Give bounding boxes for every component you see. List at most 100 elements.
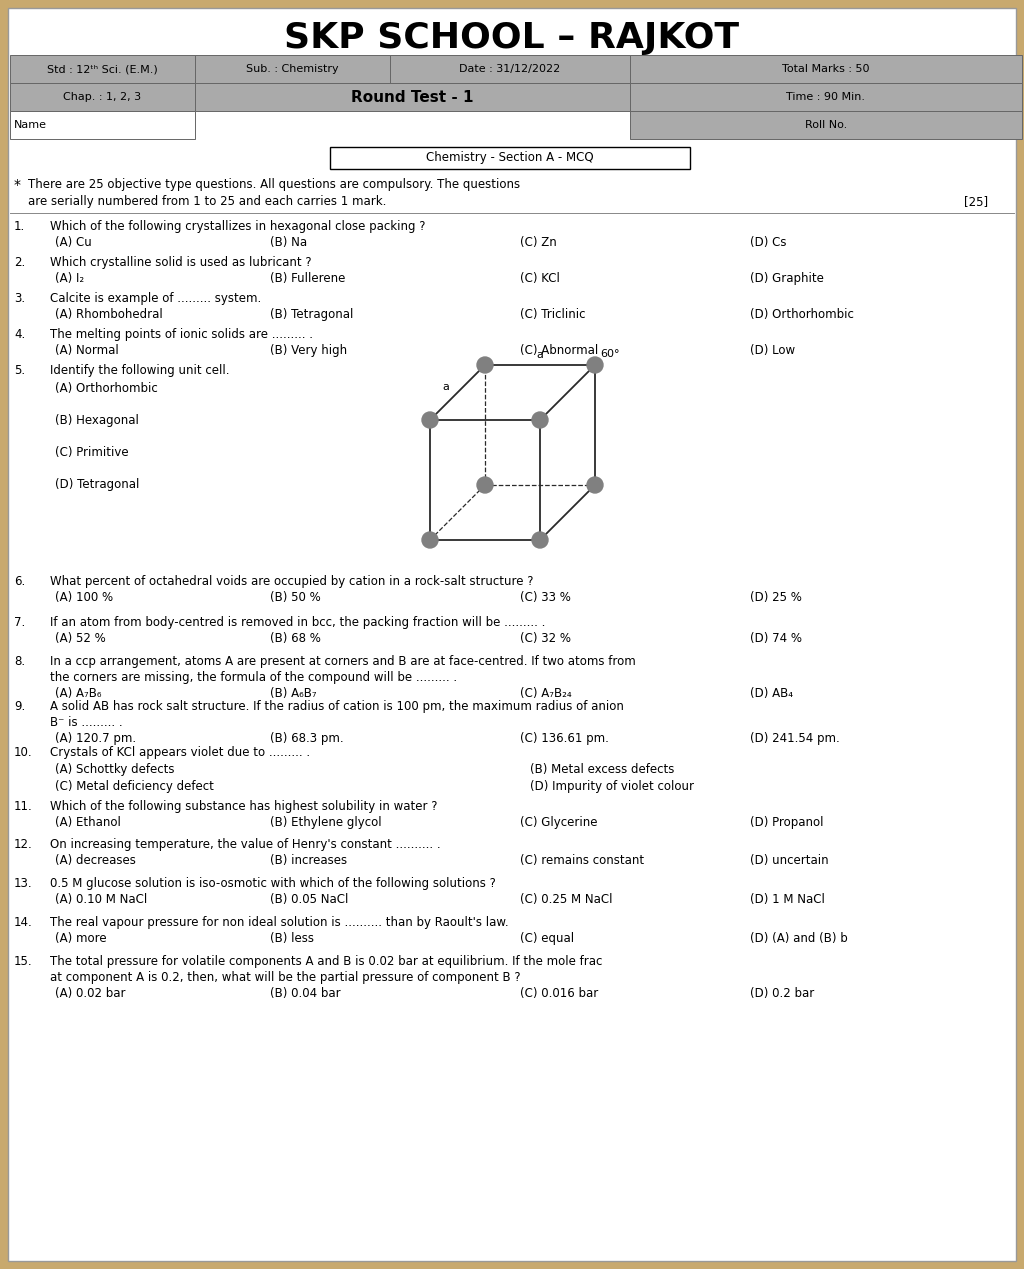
Text: (B) 68 %: (B) 68 %: [270, 632, 321, 645]
Text: are serially numbered from 1 to 25 and each carries 1 mark.: are serially numbered from 1 to 25 and e…: [28, 195, 386, 208]
Text: 15.: 15.: [14, 956, 33, 968]
Text: Identify the following unit cell.: Identify the following unit cell.: [50, 364, 229, 377]
Text: In a ccp arrangement, atoms A are present at corners and B are at face-centred. : In a ccp arrangement, atoms A are presen…: [50, 655, 636, 667]
Text: 5.: 5.: [14, 364, 26, 377]
Text: Std : 12ᵗʰ Sci. (E.M.): Std : 12ᵗʰ Sci. (E.M.): [47, 63, 158, 74]
Circle shape: [422, 412, 438, 428]
Text: (C) remains constant: (C) remains constant: [520, 854, 644, 867]
Text: (D) 0.2 bar: (D) 0.2 bar: [750, 987, 814, 1000]
Bar: [390, 55, 630, 82]
Text: (A) I₂: (A) I₂: [55, 272, 84, 286]
Text: (B) Ethylene glycol: (B) Ethylene glycol: [270, 816, 382, 829]
Text: 11.: 11.: [14, 799, 33, 813]
Bar: [630, 55, 1022, 82]
Text: Calcite is example of ......... system.: Calcite is example of ......... system.: [50, 292, 261, 305]
Text: (D) 74 %: (D) 74 %: [750, 632, 802, 645]
Text: (C) Triclinic: (C) Triclinic: [520, 308, 586, 321]
Text: (D) 241.54 pm.: (D) 241.54 pm.: [750, 732, 840, 745]
Text: (B) A₆B₇: (B) A₆B₇: [270, 687, 316, 700]
Text: (A) Rhombohedral: (A) Rhombohedral: [55, 308, 163, 321]
Text: (C) equal: (C) equal: [520, 931, 574, 945]
Text: 8.: 8.: [14, 655, 26, 667]
Text: 3.: 3.: [14, 292, 26, 305]
Text: (A) Normal: (A) Normal: [55, 344, 119, 357]
Text: Which of the following crystallizes in hexagonal close packing ?: Which of the following crystallizes in h…: [50, 220, 426, 233]
Text: (D) (A) and (B) b: (D) (A) and (B) b: [750, 931, 848, 945]
Text: (C) Zn: (C) Zn: [520, 236, 557, 249]
Text: (B) Na: (B) Na: [270, 236, 307, 249]
Circle shape: [587, 357, 603, 373]
Text: at component A is 0.2, then, what will be the partial pressure of component B ?: at component A is 0.2, then, what will b…: [50, 971, 520, 983]
Text: (A) more: (A) more: [55, 931, 106, 945]
Text: (C) 33 %: (C) 33 %: [520, 591, 570, 604]
Text: (D) uncertain: (D) uncertain: [750, 854, 828, 867]
Text: 10.: 10.: [14, 746, 33, 759]
Text: (B) Fullerene: (B) Fullerene: [270, 272, 345, 286]
Text: Which of the following substance has highest solubility in water ?: Which of the following substance has hig…: [50, 799, 437, 813]
Bar: [195, 82, 630, 110]
Text: (D) Cs: (D) Cs: [750, 236, 786, 249]
Text: (A) 0.10 M NaCl: (A) 0.10 M NaCl: [55, 893, 147, 906]
Text: (B) Tetragonal: (B) Tetragonal: [270, 308, 353, 321]
Text: 13.: 13.: [14, 877, 33, 890]
Text: Sub. : Chemistry: Sub. : Chemistry: [246, 63, 339, 74]
Text: (A) decreases: (A) decreases: [55, 854, 136, 867]
Bar: [10, 55, 195, 82]
Bar: [10, 82, 195, 110]
Text: If an atom from body-centred is removed in bcc, the packing fraction will be ...: If an atom from body-centred is removed …: [50, 615, 546, 629]
Text: (B) less: (B) less: [270, 931, 314, 945]
Text: (D) Low: (D) Low: [750, 344, 795, 357]
Bar: [630, 110, 1022, 140]
Text: There are 25 objective type questions. All questions are compulsory. The questio: There are 25 objective type questions. A…: [28, 178, 520, 192]
Circle shape: [532, 532, 548, 548]
Text: Which crystalline solid is used as lubricant ?: Which crystalline solid is used as lubri…: [50, 256, 311, 269]
Text: Chemistry - Section A - MCQ: Chemistry - Section A - MCQ: [426, 151, 594, 165]
Text: What percent of octahedral voids are occupied by cation in a rock-salt structure: What percent of octahedral voids are occ…: [50, 575, 534, 588]
Text: (B) 50 %: (B) 50 %: [270, 591, 321, 604]
Text: Date : 31/12/2022: Date : 31/12/2022: [460, 63, 560, 74]
Text: (C) Abnormal: (C) Abnormal: [520, 344, 598, 357]
Text: 1.: 1.: [14, 220, 26, 233]
Text: (D) Propanol: (D) Propanol: [750, 816, 823, 829]
Circle shape: [477, 477, 493, 492]
Text: (C) A₇B₂₄: (C) A₇B₂₄: [520, 687, 571, 700]
Text: the corners are missing, the formula of the compound will be ......... .: the corners are missing, the formula of …: [50, 671, 457, 684]
Text: 12.: 12.: [14, 838, 33, 851]
Circle shape: [422, 532, 438, 548]
Text: [25]: [25]: [964, 195, 988, 208]
Bar: [10, 110, 195, 140]
Text: Name: Name: [14, 121, 47, 129]
Text: Round Test - 1: Round Test - 1: [351, 90, 474, 104]
Bar: [330, 147, 690, 169]
Text: (A) 100 %: (A) 100 %: [55, 591, 113, 604]
Text: (C) 0.016 bar: (C) 0.016 bar: [520, 987, 598, 1000]
Circle shape: [477, 357, 493, 373]
Text: (C) 136.61 pm.: (C) 136.61 pm.: [520, 732, 609, 745]
Text: *: *: [14, 178, 22, 192]
Bar: [195, 55, 390, 82]
Text: (B) 0.05 NaCl: (B) 0.05 NaCl: [270, 893, 348, 906]
Text: SKP SCHOOL – RAJKOT: SKP SCHOOL – RAJKOT: [285, 22, 739, 55]
Text: Time : 90 Min.: Time : 90 Min.: [786, 91, 865, 102]
Text: (A) Schottky defects: (A) Schottky defects: [55, 763, 174, 777]
Text: (D) Tetragonal: (D) Tetragonal: [55, 478, 139, 491]
Text: (B) Hexagonal: (B) Hexagonal: [55, 414, 139, 426]
Text: (A) A₇B₆: (A) A₇B₆: [55, 687, 101, 700]
Text: 2.: 2.: [14, 256, 26, 269]
Text: (C) 0.25 M NaCl: (C) 0.25 M NaCl: [520, 893, 612, 906]
Text: (A) Cu: (A) Cu: [55, 236, 92, 249]
Text: (C) KCl: (C) KCl: [520, 272, 560, 286]
Text: (A) Orthorhombic: (A) Orthorhombic: [55, 382, 158, 395]
Text: (D) Impurity of violet colour: (D) Impurity of violet colour: [530, 780, 694, 793]
Text: The real vapour pressure for non ideal solution is .......... than by Raoult's l: The real vapour pressure for non ideal s…: [50, 916, 509, 929]
Text: A solid AB has rock salt structure. If the radius of cation is 100 pm, the maxim: A solid AB has rock salt structure. If t…: [50, 700, 624, 713]
Text: (C) Primitive: (C) Primitive: [55, 445, 129, 459]
Text: (A) 120.7 pm.: (A) 120.7 pm.: [55, 732, 136, 745]
Bar: [630, 82, 1022, 110]
Text: (D) Orthorhombic: (D) Orthorhombic: [750, 308, 854, 321]
Text: The total pressure for volatile components A and B is 0.02 bar at equilibrium. I: The total pressure for volatile componen…: [50, 956, 602, 968]
Text: Chap. : 1, 2, 3: Chap. : 1, 2, 3: [63, 91, 141, 102]
Text: 7.: 7.: [14, 615, 26, 629]
Text: (D) 25 %: (D) 25 %: [750, 591, 802, 604]
Text: On increasing temperature, the value of Henry's constant .......... .: On increasing temperature, the value of …: [50, 838, 440, 851]
